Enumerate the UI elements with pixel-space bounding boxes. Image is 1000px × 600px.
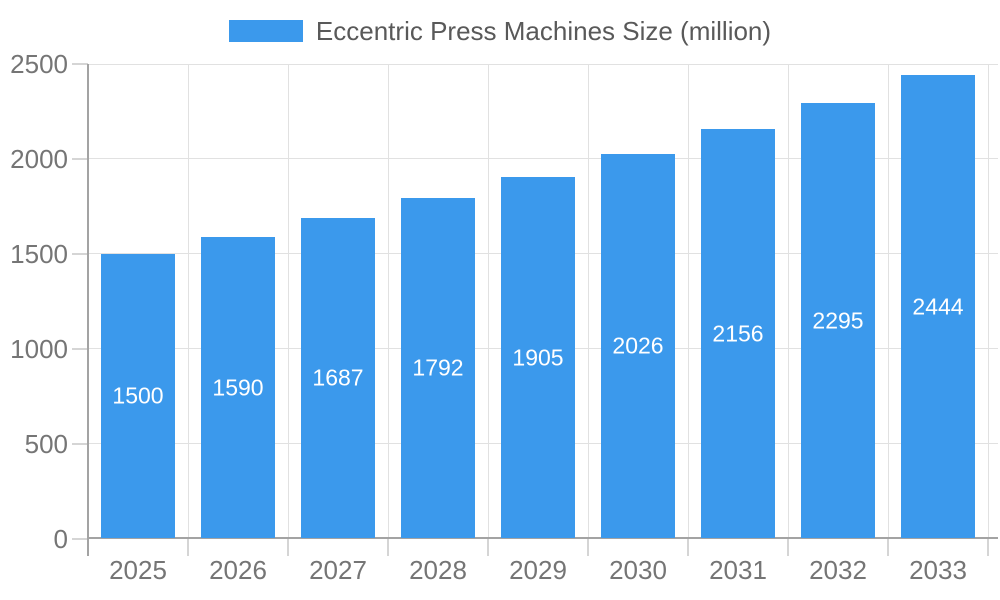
bar-value-label-2030: 2026 xyxy=(612,332,664,359)
legend-item[interactable]: Eccentric Press Machines Size (million) xyxy=(0,0,1000,62)
x-gridline-5 xyxy=(587,64,589,538)
y-axis-label-1500: 1500 xyxy=(10,238,68,269)
x-gridline-1 xyxy=(187,64,189,538)
x-gridline-8 xyxy=(887,64,889,538)
x-tick-4 xyxy=(487,538,489,556)
x-tick-7 xyxy=(787,538,789,556)
bar-2031: 2156 xyxy=(701,129,775,539)
legend-swatch xyxy=(228,20,303,42)
bar-2029: 1905 xyxy=(501,176,575,539)
x-gridline-7 xyxy=(787,64,789,538)
y-tick-2000 xyxy=(72,157,88,160)
x-gridline-9 xyxy=(987,64,989,538)
y-tick-2500 xyxy=(72,63,88,65)
y-tick-500 xyxy=(72,442,88,445)
bar-value-label-2028: 1792 xyxy=(412,354,464,381)
bar-value-label-2031: 2156 xyxy=(712,320,764,347)
bar-2027: 1687 xyxy=(301,218,375,539)
x-tick-2 xyxy=(287,538,289,556)
y-axis-label-1000: 1000 xyxy=(10,333,68,364)
y-tick-1500 xyxy=(72,252,88,255)
y-axis-label-0: 0 xyxy=(53,523,68,554)
x-axis-label-2031: 2031 xyxy=(709,555,767,585)
bar-2028: 1792 xyxy=(401,198,475,539)
x-gridline-3 xyxy=(387,64,389,538)
y-axis-label-2000: 2000 xyxy=(10,143,68,174)
x-tick-9 xyxy=(987,538,989,556)
bar-2025: 1500 xyxy=(101,253,175,539)
x-gridline-4 xyxy=(487,64,489,538)
bar-value-label-2032: 2295 xyxy=(812,307,864,334)
x-tick-8 xyxy=(887,538,889,556)
bar-2032: 2295 xyxy=(801,102,875,539)
bar-2030: 2026 xyxy=(601,153,675,539)
bar-value-label-2026: 1590 xyxy=(212,374,264,401)
bar-2026: 1590 xyxy=(201,236,275,539)
x-gridline-2 xyxy=(287,64,289,538)
x-axis-label-2030: 2030 xyxy=(609,555,667,585)
x-tick-6 xyxy=(687,538,689,556)
y-tick-1000 xyxy=(72,347,88,350)
bar-2033: 2444 xyxy=(901,74,975,539)
x-axis-label-2026: 2026 xyxy=(209,555,267,585)
y-axis-line xyxy=(87,64,89,556)
bar-value-label-2029: 1905 xyxy=(512,344,564,371)
x-axis-label-2028: 2028 xyxy=(409,555,467,585)
bar-value-label-2027: 1687 xyxy=(312,364,364,391)
legend-label: Eccentric Press Machines Size (million) xyxy=(315,15,772,46)
y-axis-label-500: 500 xyxy=(24,428,68,459)
x-axis-label-2033: 2033 xyxy=(909,555,967,585)
y-gridline-2500 xyxy=(88,63,998,65)
x-axis-label-2027: 2027 xyxy=(309,555,367,585)
y-tick-0 xyxy=(72,537,88,540)
bar-value-label-2025: 1500 xyxy=(112,382,164,409)
bar-value-label-2033: 2444 xyxy=(912,293,964,320)
x-tick-3 xyxy=(387,538,389,556)
x-tick-1 xyxy=(187,538,189,556)
y-axis-label-2500: 2500 xyxy=(10,49,68,79)
x-tick-5 xyxy=(587,538,589,556)
x-axis-label-2032: 2032 xyxy=(809,555,867,585)
x-gridline-6 xyxy=(687,64,689,538)
x-axis-label-2025: 2025 xyxy=(109,555,167,585)
x-axis-label-2029: 2029 xyxy=(509,555,567,585)
y-gridline-2000 xyxy=(88,158,998,160)
